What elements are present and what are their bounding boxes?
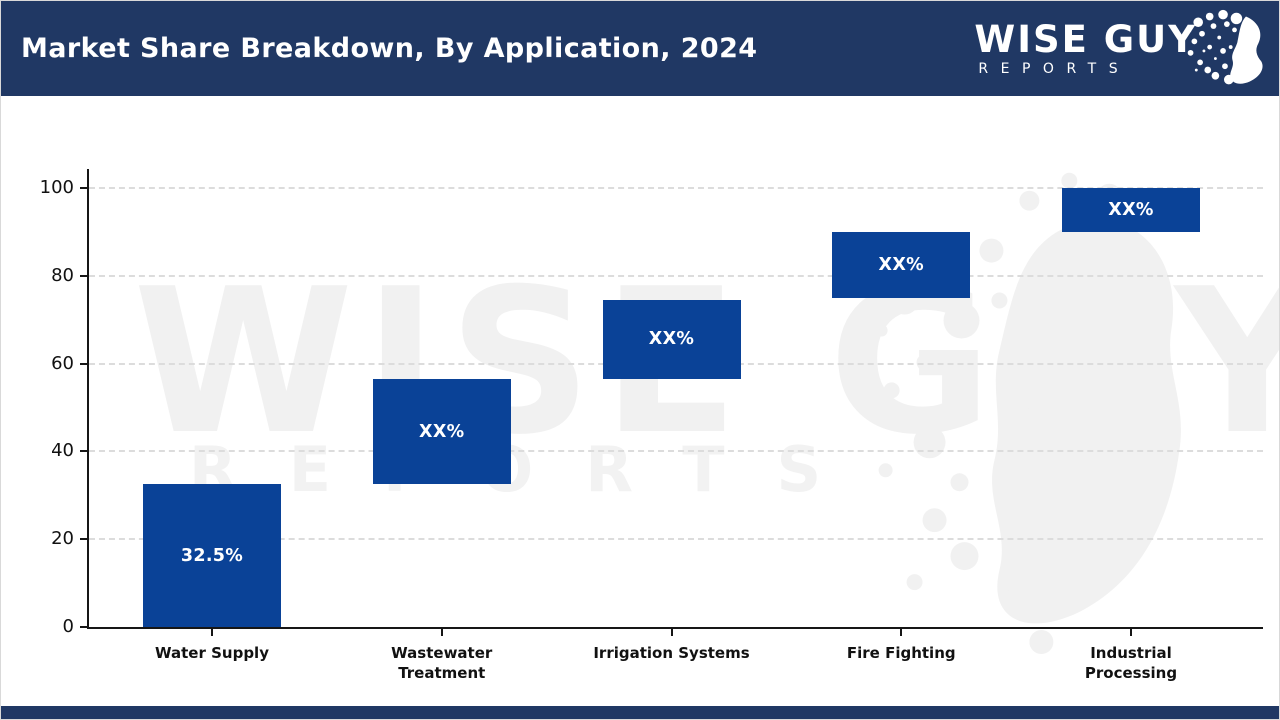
y-tick-mark	[80, 187, 87, 189]
x-axis-line	[87, 627, 1263, 629]
bar-segment: XX%	[1062, 188, 1200, 232]
logo-face-icon	[1185, 9, 1263, 84]
y-tick-label: 0	[62, 616, 74, 637]
x-tick-mark	[1130, 629, 1132, 636]
x-axis-label: Industrial Processing	[1084, 644, 1178, 682]
gridline	[89, 450, 1263, 453]
bar-segment: XX%	[372, 378, 511, 485]
x-tick-mark	[211, 629, 213, 636]
logo-wordmark-line1: WISE GUY	[974, 17, 1197, 61]
x-tick-mark	[440, 629, 443, 636]
y-tick-label: 100	[39, 177, 74, 198]
wise-guy-logo: WISE GUY REPORTS	[974, 8, 1267, 90]
y-tick-label: 20	[51, 528, 74, 550]
header: Market Share Breakdown, By Application, …	[1, 1, 1279, 96]
x-axis-label: Fire Fighting	[846, 644, 956, 662]
y-tick-mark	[80, 538, 87, 541]
y-tick-label: 80	[51, 264, 74, 286]
bar-value-label: 32.5%	[180, 545, 244, 566]
page-title: Market Share Breakdown, By Application, …	[21, 33, 758, 64]
bar-segment: XX%	[602, 299, 741, 379]
bar-value-label: XX%	[419, 421, 465, 442]
y-tick-label: 60	[51, 352, 74, 374]
gridline	[89, 274, 1263, 277]
bar-value-label: XX%	[878, 254, 924, 275]
y-tick-mark	[80, 450, 87, 453]
bar-value-label: XX%	[648, 329, 695, 350]
y-axis-line	[87, 169, 89, 629]
x-axis-label: Wastewater Treatment	[391, 644, 493, 682]
x-tick-mark	[670, 629, 673, 636]
x-tick-mark	[900, 629, 903, 636]
bar-segment: XX%	[832, 231, 971, 298]
gridline	[89, 538, 1263, 541]
x-axis-label: Irrigation Systems	[593, 644, 750, 662]
y-tick-mark	[80, 362, 87, 365]
gridline	[89, 187, 1263, 189]
y-tick-mark	[80, 274, 87, 277]
y-tick-mark	[80, 626, 87, 628]
bar-value-label: XX%	[1108, 199, 1154, 220]
logo-wordmark: WISE GUY REPORTS	[974, 21, 1197, 77]
y-tick-label: 40	[51, 440, 74, 462]
logo-wordmark-line2: REPORTS	[978, 60, 1131, 77]
bar-segment: 32.5%	[143, 484, 281, 627]
footer-bar	[1, 706, 1279, 719]
x-axis-label: Water Supply	[155, 644, 269, 662]
